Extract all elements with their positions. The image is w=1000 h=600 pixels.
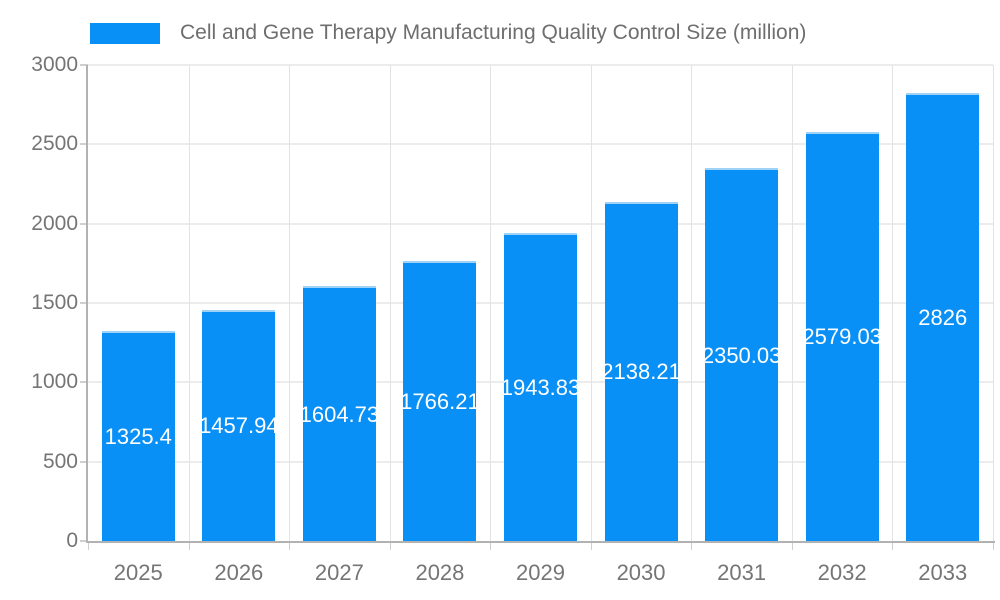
bar-value-label-2028: 1766.21 xyxy=(403,388,477,414)
bar-2031[interactable]: 2350.03 xyxy=(705,168,779,541)
x-tick-label-2026: 2026 xyxy=(214,560,264,585)
chart-legend[interactable]: Cell and Gene Therapy Manufacturing Qual… xyxy=(90,20,806,46)
y-tick-label-0: 0 xyxy=(66,529,78,552)
legend-swatch xyxy=(90,22,160,44)
x-tick-label-2029: 2029 xyxy=(516,560,565,585)
x-tick-label-2032: 2032 xyxy=(817,560,867,585)
bar-value-label-2025: 1325.4 xyxy=(104,423,172,449)
gridline-x-1 xyxy=(188,65,190,541)
y-axis-tick-0 xyxy=(80,540,88,542)
x-axis-tick-9 xyxy=(993,543,994,550)
y-axis-tick-1500 xyxy=(80,302,88,304)
x-axis-tick-0 xyxy=(88,543,89,550)
bar-2028[interactable]: 1766.21 xyxy=(403,260,477,541)
bar-2027[interactable]: 1604.73 xyxy=(302,286,376,541)
x-axis-tick-1 xyxy=(188,543,190,550)
gridline-x-2 xyxy=(289,65,291,541)
gridline-y-2000 xyxy=(88,222,993,225)
x-axis-tick-5 xyxy=(590,543,592,550)
bar-2025[interactable]: 1325.4 xyxy=(101,330,175,541)
gridline-y-2500 xyxy=(88,143,993,146)
gridline-x-7 xyxy=(791,65,793,541)
bar-value-label-2029: 1943.83 xyxy=(504,374,577,400)
bar-2026[interactable]: 1457.94 xyxy=(202,309,276,541)
x-axis-line xyxy=(86,541,995,543)
chart-title: Cell and Gene Therapy Manufacturing Qual… xyxy=(180,21,807,44)
y-tick-label-2000: 2000 xyxy=(31,211,78,235)
bar-value-label-2027: 1604.73 xyxy=(302,401,376,427)
x-tick-label-2031: 2031 xyxy=(717,560,767,585)
bar-value-label-2030: 2138.21 xyxy=(604,359,678,385)
y-axis-tick-2000 xyxy=(80,222,88,225)
x-axis-tick-4 xyxy=(490,543,492,550)
y-axis-line xyxy=(86,65,88,543)
x-tick-label-2033: 2033 xyxy=(918,560,968,585)
x-axis-tick-2 xyxy=(289,543,291,550)
gridline-x-3 xyxy=(389,65,391,541)
gridline-x-8 xyxy=(892,65,894,541)
x-axis-tick-8 xyxy=(892,543,894,550)
gridline-x-6 xyxy=(691,65,693,541)
gridline-x-4 xyxy=(490,65,492,541)
x-tick-label-2030: 2030 xyxy=(616,560,666,585)
bar-2032[interactable]: 2579.03 xyxy=(805,131,879,541)
x-tick-label-2027: 2027 xyxy=(314,560,364,585)
y-tick-label-1000: 1000 xyxy=(31,370,78,394)
y-tick-label-1500: 1500 xyxy=(31,291,78,314)
y-axis-tick-2500 xyxy=(80,143,88,146)
bar-value-label-2026: 1457.94 xyxy=(202,413,276,439)
bar-2033[interactable]: 2826 xyxy=(906,92,980,541)
y-tick-label-3000: 3000 xyxy=(31,53,78,76)
gridline-y-3000 xyxy=(88,64,993,66)
gridline-x-5 xyxy=(590,65,592,541)
x-tick-label-2025: 2025 xyxy=(113,560,163,585)
y-tick-label-500: 500 xyxy=(42,449,78,473)
bar-value-label-2033: 2826 xyxy=(918,304,968,330)
y-axis-tick-1000 xyxy=(80,381,88,384)
x-axis-tick-3 xyxy=(389,543,391,550)
y-axis-tick-3000 xyxy=(80,64,88,66)
x-axis-tick-6 xyxy=(691,543,693,550)
bar-2029[interactable]: 1943.83 xyxy=(504,232,577,541)
bar-2030[interactable]: 2138.21 xyxy=(604,201,678,541)
y-axis-tick-500 xyxy=(80,460,88,463)
x-tick-label-2028: 2028 xyxy=(415,560,465,585)
x-axis-tick-7 xyxy=(791,543,793,550)
y-tick-label-2500: 2500 xyxy=(31,132,78,156)
bar-value-label-2031: 2350.03 xyxy=(705,342,779,368)
gridline-x-9 xyxy=(993,65,994,541)
bar-value-label-2032: 2579.03 xyxy=(805,324,879,350)
